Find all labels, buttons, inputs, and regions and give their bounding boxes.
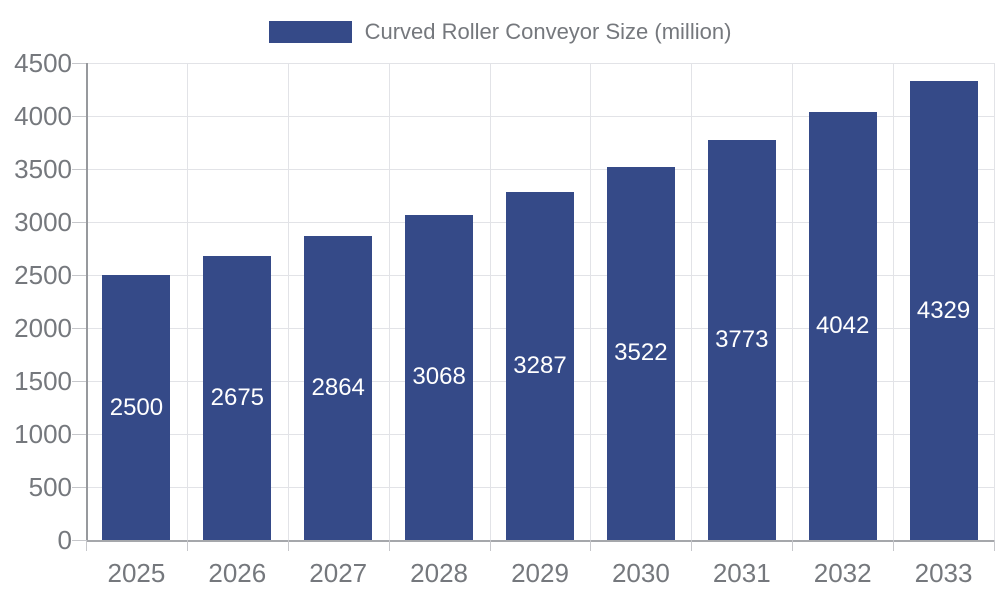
x-axis-tick — [287, 540, 289, 551]
x-axis-tick — [893, 540, 895, 551]
bar-value-label: 2864 — [311, 374, 365, 402]
y-axis-tick — [72, 222, 86, 223]
x-tick-label: 2032 — [813, 558, 872, 588]
y-axis-line — [86, 63, 88, 540]
bar-2032[interactable]: 4042 — [808, 111, 877, 540]
x-tick-label: 2025 — [107, 558, 166, 588]
gridline-vertical — [388, 63, 390, 540]
bar-2029[interactable]: 3287 — [506, 191, 574, 540]
x-tick-label: 2033 — [914, 558, 973, 588]
y-axis-tick — [72, 487, 86, 488]
x-tick-label: 2028 — [410, 558, 469, 588]
bar-value-label: 2500 — [109, 393, 164, 421]
x-axis-tick — [590, 540, 592, 551]
y-axis-tick — [72, 540, 86, 541]
gridline-vertical — [287, 63, 289, 540]
y-tick-label: 3000 — [14, 207, 72, 237]
y-tick-label: 1000 — [14, 419, 72, 449]
x-axis-line — [86, 540, 994, 542]
bar-value-label: 3068 — [412, 363, 466, 391]
bar-2033[interactable]: 4329 — [909, 81, 978, 540]
bar-value-label: 3773 — [715, 326, 769, 354]
y-tick-label: 4500 — [14, 48, 72, 78]
y-axis-tick — [72, 63, 86, 64]
x-axis-tick — [792, 540, 794, 551]
y-axis-tick — [72, 275, 86, 276]
bar-value-label: 3287 — [513, 351, 567, 379]
gridline-vertical — [691, 63, 693, 540]
x-axis-tick — [691, 540, 693, 551]
y-tick-label: 2000 — [14, 313, 72, 343]
x-tick-label: 2030 — [611, 558, 670, 588]
bar-value-label: 4042 — [815, 311, 870, 339]
bar-2030[interactable]: 3522 — [606, 166, 675, 540]
bar-value-label: 4329 — [916, 296, 971, 324]
y-axis-tick — [72, 381, 86, 382]
y-tick-label: 0 — [57, 525, 72, 555]
x-tick-label: 2026 — [208, 558, 267, 588]
y-tick-label: 2500 — [14, 260, 72, 290]
x-tick-label: 2027 — [309, 558, 368, 588]
y-axis-tick — [72, 434, 86, 435]
gridline-vertical — [893, 63, 895, 540]
gridline-vertical — [590, 63, 592, 540]
legend-item[interactable]: Curved Roller Conveyor Size (million) — [0, 14, 1000, 50]
y-axis-tick — [72, 328, 86, 329]
legend-swatch — [268, 21, 352, 43]
x-axis-tick — [86, 540, 87, 551]
x-tick-label: 2031 — [712, 558, 771, 588]
bar-2027[interactable]: 2864 — [304, 236, 373, 540]
gridline-vertical — [994, 63, 995, 540]
gridline-vertical — [489, 63, 491, 540]
y-tick-label: 4000 — [14, 101, 72, 131]
gridline-horizontal — [86, 63, 994, 64]
x-axis-tick — [388, 540, 390, 551]
gridline-horizontal — [86, 116, 994, 117]
y-axis-tick — [72, 169, 86, 170]
gridline-horizontal — [86, 169, 994, 170]
legend-label: Curved Roller Conveyor Size (million) — [364, 19, 732, 44]
y-tick-label: 1500 — [14, 366, 72, 396]
gridline-vertical — [186, 63, 188, 540]
bar-2026[interactable]: 2675 — [203, 256, 272, 540]
x-axis-tick — [489, 540, 491, 551]
bar-value-label: 3522 — [614, 339, 668, 367]
bar-2031[interactable]: 3773 — [707, 140, 776, 540]
y-tick-label: 500 — [28, 472, 72, 502]
bar-2028[interactable]: 3068 — [405, 214, 474, 540]
bar-value-label: 2675 — [210, 384, 265, 412]
y-axis-tick — [72, 116, 86, 117]
x-axis-tick — [994, 540, 995, 551]
x-axis-tick — [186, 540, 188, 551]
y-tick-label: 3500 — [14, 154, 72, 184]
x-tick-label: 2029 — [511, 558, 569, 588]
bar-2025[interactable]: 2500 — [102, 275, 171, 540]
gridline-vertical — [792, 63, 794, 540]
